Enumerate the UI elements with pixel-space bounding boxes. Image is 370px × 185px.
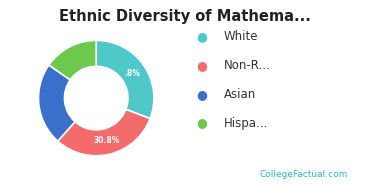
Text: ●: ● <box>196 59 207 72</box>
Text: Hispa...: Hispa... <box>224 117 268 130</box>
Text: ●: ● <box>196 88 207 101</box>
Text: Asian: Asian <box>224 88 256 101</box>
Text: Ethnic Diversity of Mathema...: Ethnic Diversity of Mathema... <box>59 9 311 24</box>
Wedge shape <box>58 109 150 156</box>
Text: ●: ● <box>196 117 207 130</box>
Wedge shape <box>38 65 75 141</box>
Text: .8%: .8% <box>124 69 140 78</box>
Text: CollegeFactual.com: CollegeFactual.com <box>259 170 347 179</box>
Wedge shape <box>96 40 154 119</box>
Wedge shape <box>49 40 96 80</box>
Text: Non-R...: Non-R... <box>224 59 270 72</box>
Text: ●: ● <box>196 31 207 43</box>
Text: White: White <box>224 31 258 43</box>
Text: 30.8%: 30.8% <box>93 136 120 145</box>
